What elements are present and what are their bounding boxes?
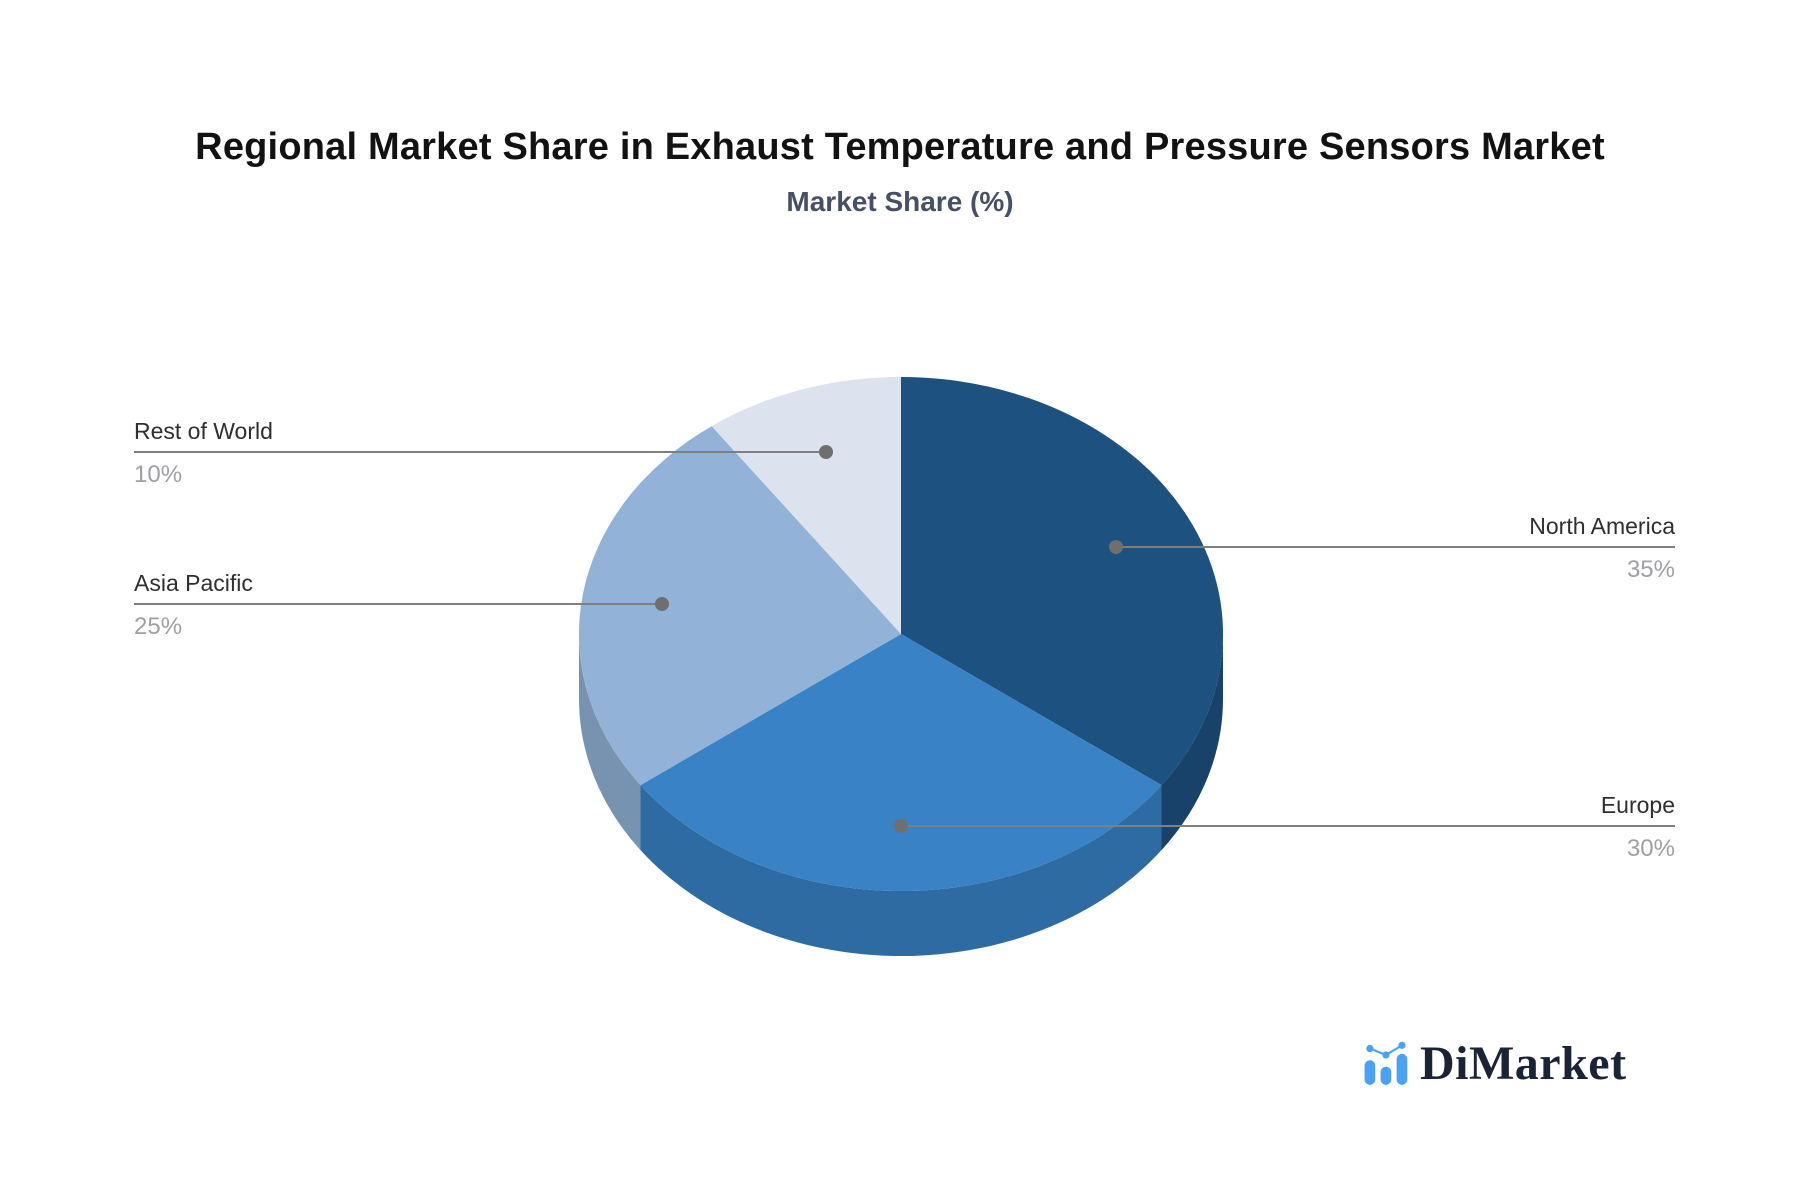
- brand-logo: DiMarket: [1362, 1037, 1627, 1090]
- leader-dot: [1109, 540, 1123, 554]
- mini-bar-line-chart-icon: [1364, 1041, 1408, 1085]
- leader-line: [1116, 546, 1675, 548]
- slice-label: Europe: [1600, 792, 1675, 818]
- brand-logo-text: DiMarket: [1420, 1037, 1627, 1090]
- slice-label: North America: [1529, 513, 1675, 539]
- slice-label: Rest of World: [134, 418, 273, 444]
- leader-dot: [894, 819, 908, 833]
- slice-value: 35%: [1626, 556, 1675, 583]
- pie-slice-side-asia-pacific[interactable]: [579, 634, 641, 851]
- pie-slice-north-america[interactable]: [901, 377, 1224, 786]
- slice-value: 10%: [134, 461, 183, 488]
- pie-slice-side-europe[interactable]: [640, 785, 1162, 957]
- chart-title: Regional Market Share in Exhaust Tempera…: [195, 126, 1605, 168]
- pie-slice-rest-of-world[interactable]: [711, 377, 901, 634]
- pie-slice-side-north-america[interactable]: [1161, 634, 1224, 851]
- slice-value: 25%: [134, 613, 183, 640]
- slice-value: 30%: [1626, 835, 1675, 862]
- pie-slice-asia-pacific[interactable]: [578, 426, 901, 786]
- leader-line: [134, 603, 662, 605]
- leader-dot: [655, 597, 669, 611]
- slice-label: Asia Pacific: [134, 570, 253, 596]
- leader-dot: [819, 445, 833, 459]
- chart-subtitle: Market Share (%): [786, 186, 1014, 217]
- leader-line: [134, 451, 826, 453]
- leader-line: [901, 825, 1675, 827]
